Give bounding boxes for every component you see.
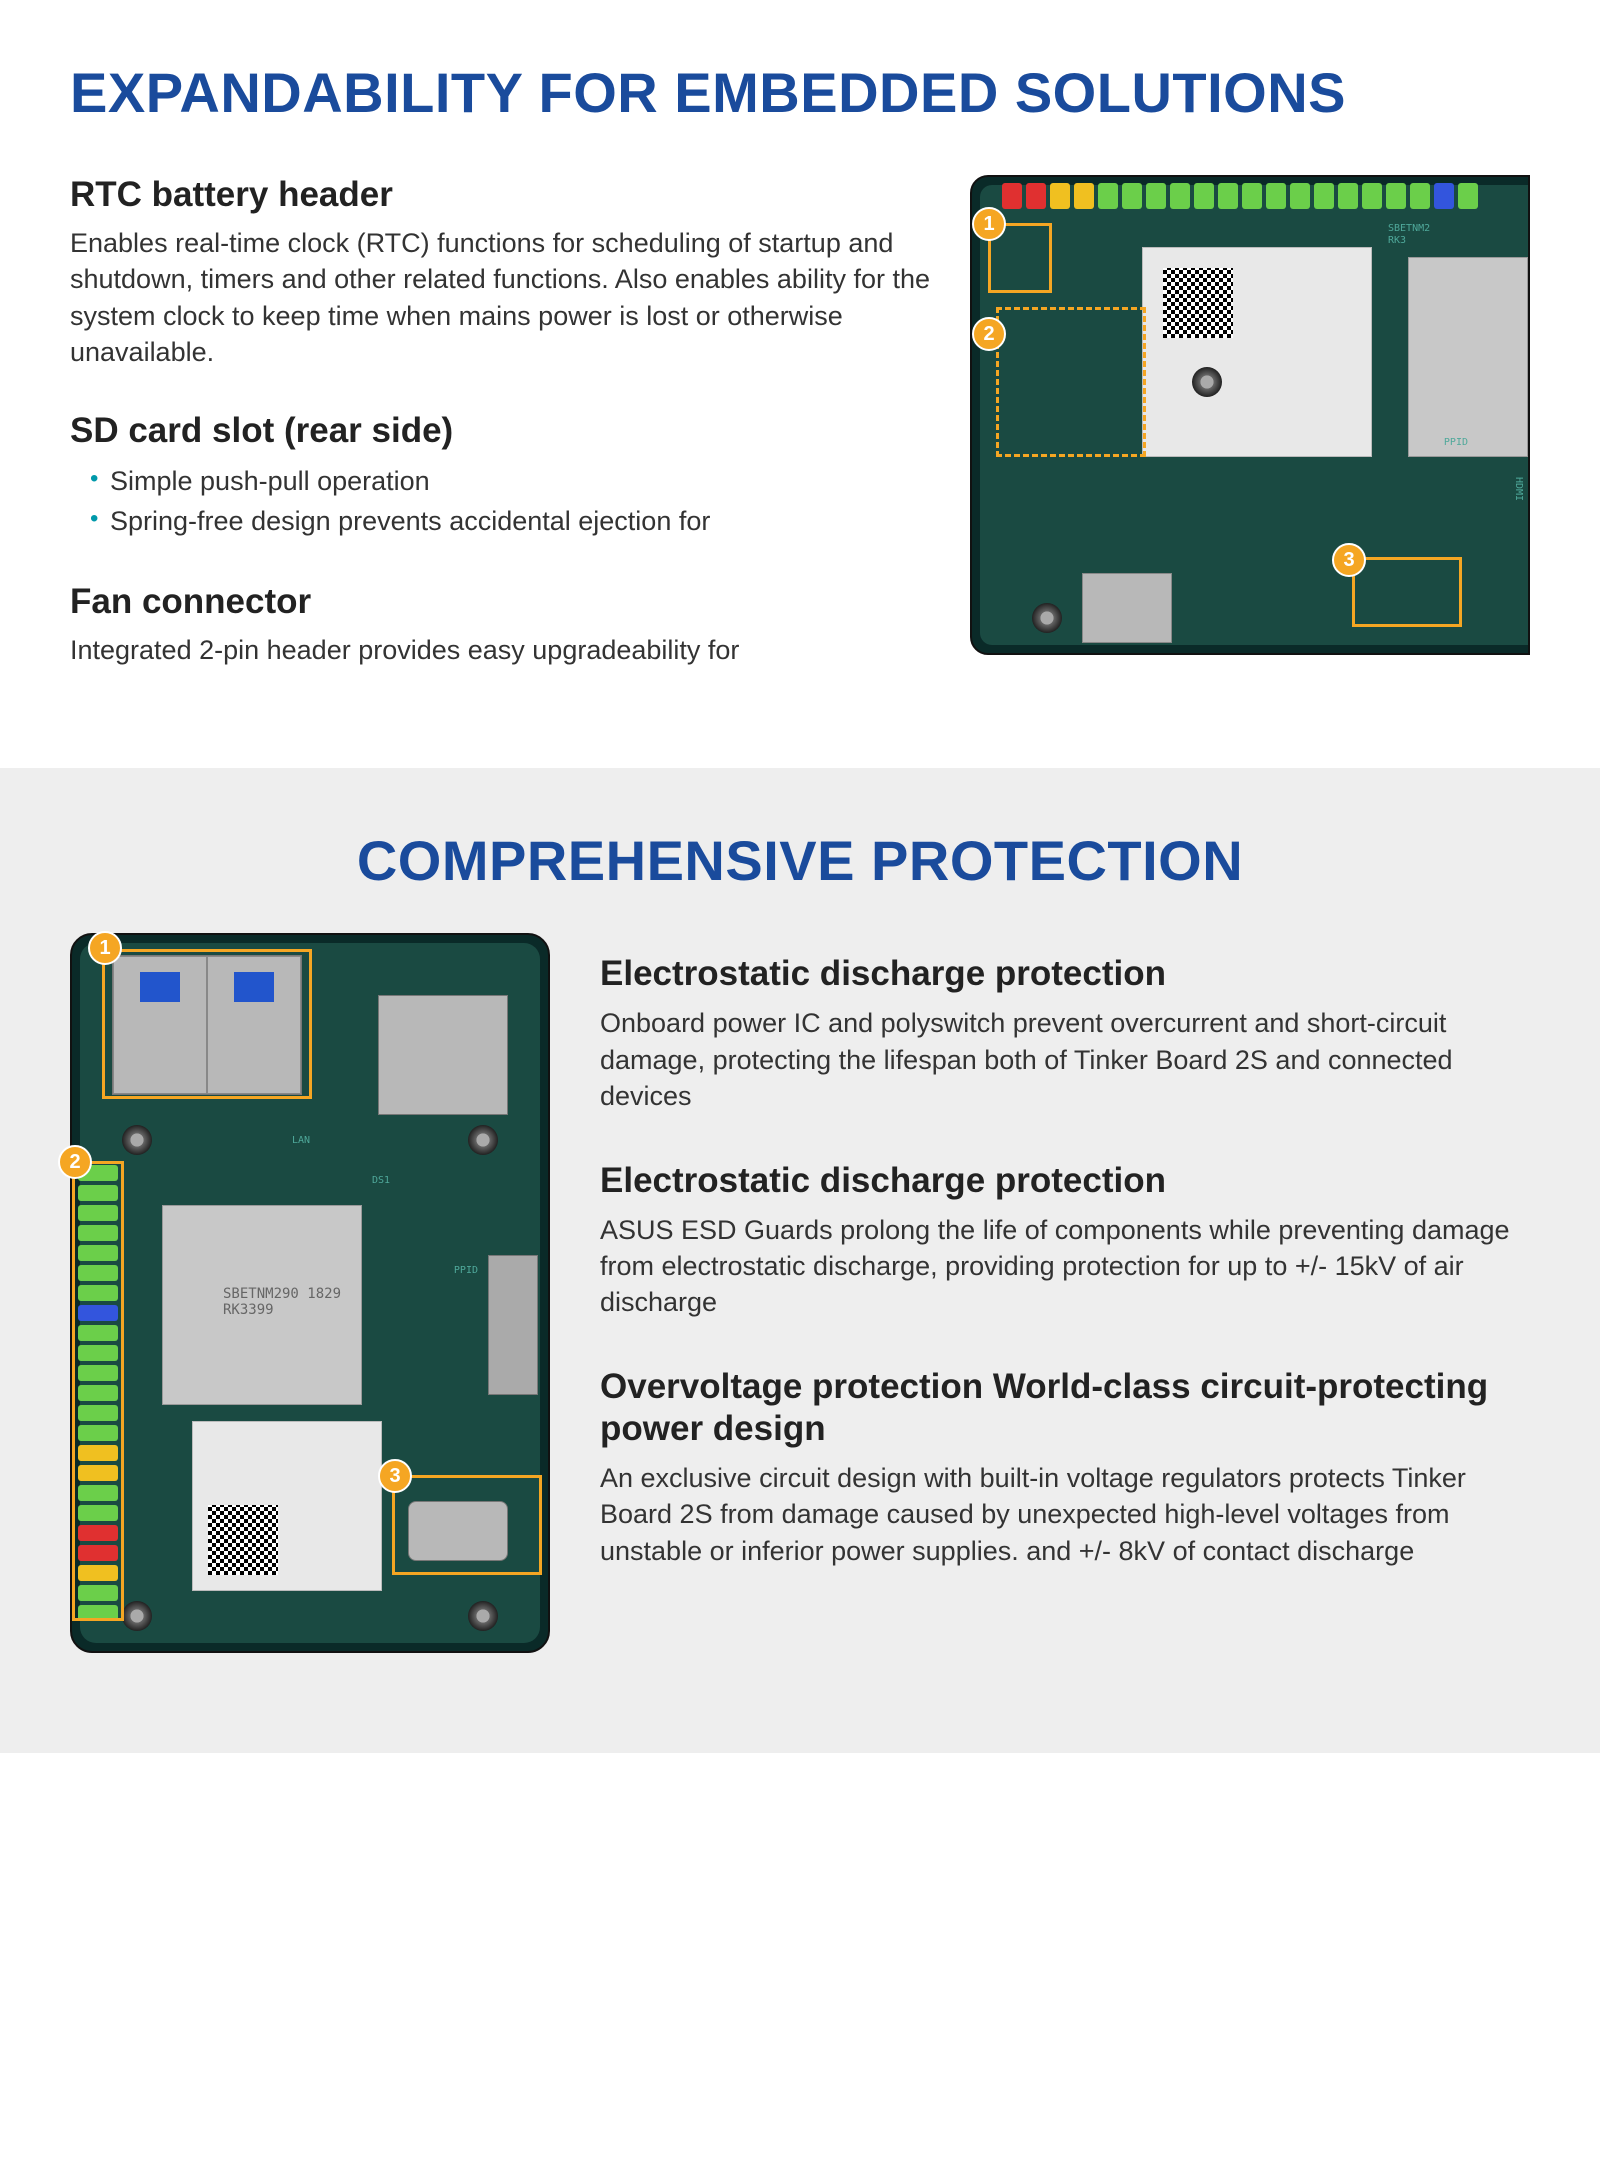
feature-rtc: RTC battery header Enables real-time clo… [70, 175, 930, 371]
callout-number-2: 2 [58, 1145, 92, 1179]
section1-board-image: SBETNM2 RK3 HDMI PPID 1 2 3 [970, 175, 1530, 708]
pcb-label: SBETNM290 1829 [223, 1286, 341, 1302]
screw-hole-icon [468, 1601, 498, 1631]
qr-code-icon [208, 1505, 278, 1575]
protection-3-body: An exclusive circuit design with built-i… [600, 1460, 1530, 1569]
callout-box-2 [72, 1161, 124, 1621]
gpio-pin [1218, 183, 1238, 209]
callout-number-3: 3 [378, 1459, 412, 1493]
section2-row: SBETNM290 1829 RK3399 LAN DS1 PPID 123 E… [70, 933, 1530, 1653]
protection-esd-1: Electrostatic discharge protection Onboa… [600, 953, 1530, 1114]
feature-sd-list: Simple push-pull operation Spring-free d… [70, 461, 930, 542]
protection-overvoltage: Overvoltage protection World-class circu… [600, 1366, 1530, 1569]
gpio-pin [1050, 183, 1070, 209]
gpio-pin [1194, 183, 1214, 209]
section1-row: RTC battery header Enables real-time clo… [70, 175, 1530, 708]
gpio-pin [1266, 183, 1286, 209]
soc-chip-mock: SBETNM290 1829 RK3399 [162, 1205, 362, 1405]
callout-box-3 [1352, 557, 1462, 627]
screw-hole-icon [1192, 367, 1222, 397]
protection-1-body: Onboard power IC and polyswitch prevent … [600, 1005, 1530, 1114]
pcb-label: DS1 [372, 1175, 390, 1186]
section-expandability: EXPANDABILITY FOR EMBEDDED SOLUTIONS RTC… [0, 0, 1600, 768]
gpio-pin [1146, 183, 1166, 209]
soc-chip-mock [1408, 257, 1528, 457]
hdmi-port-mock [488, 1255, 538, 1395]
gpio-pin [1458, 183, 1478, 209]
screw-hole-icon [122, 1125, 152, 1155]
gpio-pin [1338, 183, 1358, 209]
pcb-label: RK3399 [223, 1302, 274, 1318]
gpio-pin [1098, 183, 1118, 209]
callout-number-1: 1 [88, 931, 122, 965]
feature-rtc-heading: RTC battery header [70, 175, 930, 215]
feature-sd-heading: SD card slot (rear side) [70, 411, 930, 451]
feature-sd: SD card slot (rear side) Simple push-pul… [70, 411, 930, 542]
gpio-pin [1170, 183, 1190, 209]
callout-box-1 [102, 949, 312, 1099]
section2-text-column: Electrostatic discharge protection Onboa… [600, 933, 1530, 1614]
protection-2-heading: Electrostatic discharge protection [600, 1160, 1530, 1202]
feature-fan: Fan connector Integrated 2-pin header pr… [70, 582, 930, 668]
feature-rtc-body: Enables real-time clock (RTC) functions … [70, 225, 930, 371]
board-full-illustration: SBETNM290 1829 RK3399 LAN DS1 PPID 123 [70, 933, 550, 1653]
protection-esd-2: Electrostatic discharge protection ASUS … [600, 1160, 1530, 1321]
protection-3-heading: Overvoltage protection World-class circu… [600, 1366, 1530, 1450]
gpio-pin [1026, 183, 1046, 209]
gpio-pin [1290, 183, 1310, 209]
section2-title: COMPREHENSIVE PROTECTION [70, 828, 1530, 893]
wifi-module-mock [192, 1421, 382, 1591]
screw-hole-icon [1032, 603, 1062, 633]
usb-port-mock [1082, 573, 1172, 643]
section1-text-column: RTC battery header Enables real-time clo… [70, 175, 930, 708]
ethernet-port-mock [378, 995, 508, 1115]
gpio-pin [1242, 183, 1262, 209]
gpio-header-top [1002, 183, 1528, 209]
callout-number-2: 2 [972, 317, 1006, 351]
section-protection: COMPREHENSIVE PROTECTION SBETNM290 1829 … [0, 768, 1600, 1753]
pcb-label: SBETNM2 [1388, 223, 1430, 234]
callout-number-3: 3 [1332, 543, 1366, 577]
protection-1-heading: Electrostatic discharge protection [600, 953, 1530, 995]
board-crop-illustration: SBETNM2 RK3 HDMI PPID 1 2 3 [970, 175, 1530, 655]
screw-hole-icon [122, 1601, 152, 1631]
feature-sd-bullet-1: Simple push-pull operation [90, 461, 930, 502]
pcb-label: PPID [454, 1265, 478, 1276]
pcb-label: PPID [1444, 437, 1468, 448]
qr-code-icon [1163, 268, 1233, 338]
callout-number-1: 1 [972, 207, 1006, 241]
pcb-label: RK3 [1388, 235, 1406, 246]
gpio-pin [1074, 183, 1094, 209]
callout-box-2 [996, 307, 1146, 457]
feature-sd-bullet-2: Spring-free design prevents accidental e… [90, 501, 930, 542]
callout-box-3 [392, 1475, 542, 1575]
wifi-module-mock [1142, 247, 1372, 457]
feature-fan-heading: Fan connector [70, 582, 930, 622]
gpio-pin [1314, 183, 1334, 209]
gpio-pin [1386, 183, 1406, 209]
section1-title: EXPANDABILITY FOR EMBEDDED SOLUTIONS [70, 60, 1530, 125]
pcb-label: HDMI [1513, 477, 1524, 501]
screw-hole-icon [468, 1125, 498, 1155]
pcb-label: LAN [292, 1135, 310, 1146]
gpio-pin [1362, 183, 1382, 209]
protection-2-body: ASUS ESD Guards prolong the life of comp… [600, 1212, 1530, 1321]
gpio-pin [1434, 183, 1454, 209]
gpio-pin [1122, 183, 1142, 209]
gpio-pin [1410, 183, 1430, 209]
feature-fan-body: Integrated 2-pin header provides easy up… [70, 632, 930, 668]
gpio-pin [1002, 183, 1022, 209]
